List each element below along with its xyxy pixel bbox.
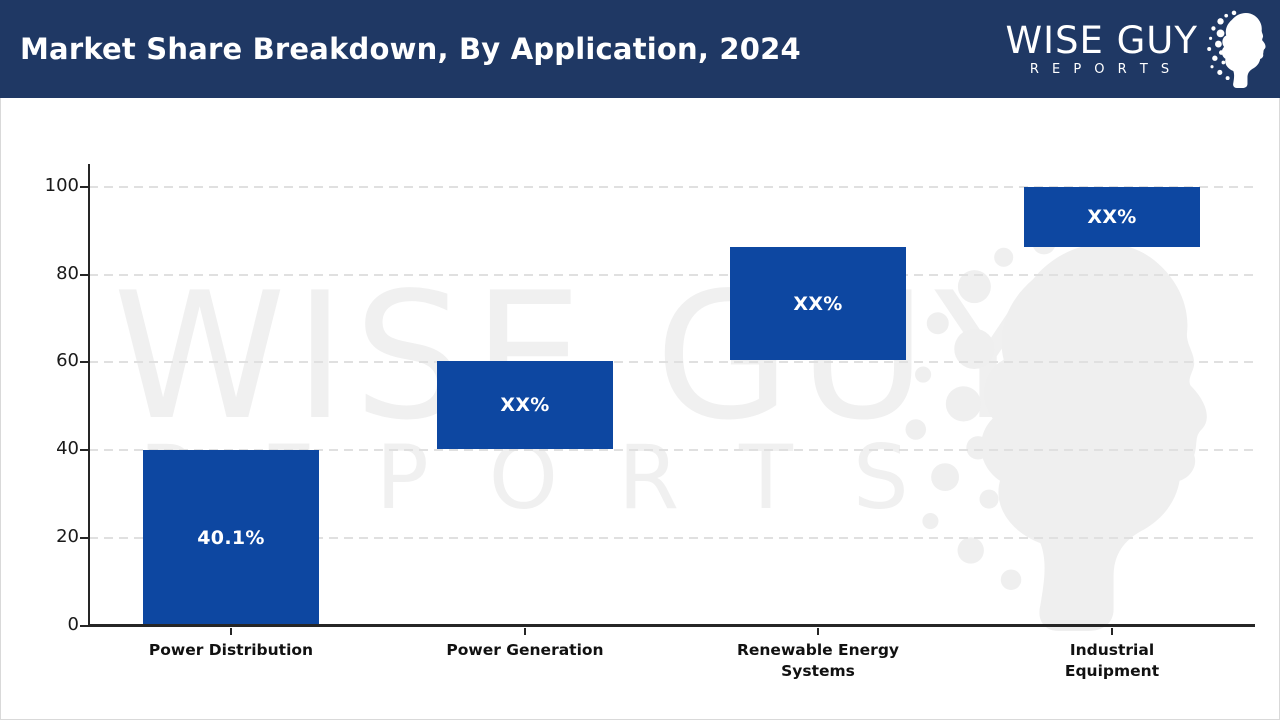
y-tick-label: 20 [56, 526, 79, 547]
chart-title: Market Share Breakdown, By Application, … [20, 32, 801, 66]
y-tick [80, 274, 89, 276]
x-tick [230, 628, 232, 635]
wiseguy-logo: WISE GUY R E P O R T S [1006, 10, 1266, 88]
y-tick-label: 0 [67, 614, 79, 635]
logo-wordmark: WISE GUY [1005, 18, 1198, 62]
gridline-80 [89, 274, 1255, 276]
gridline-60 [89, 361, 1255, 363]
logo-head-icon [1202, 10, 1266, 88]
y-tick [80, 361, 89, 363]
x-category-label: Renewable Energy Systems [736, 641, 900, 680]
header-bar: Market Share Breakdown, By Application, … [0, 0, 1280, 98]
logo-reports-text: R E P O R T S [1029, 61, 1174, 77]
y-tick-label: 100 [44, 175, 79, 196]
gridline-100 [89, 186, 1255, 188]
gridline-40 [89, 449, 1255, 451]
logo-text: WISE GUY R E P O R T S [1006, 22, 1198, 77]
bar-power-generation: XX% [437, 361, 613, 449]
bar-renewable-energy-systems: XX% [730, 247, 906, 360]
y-tick-label: 60 [56, 350, 79, 371]
y-tick-label: 80 [56, 263, 79, 284]
x-category-label: Power Distribution [148, 641, 314, 659]
x-tick [524, 628, 526, 635]
x-category-label: Power Generation [446, 641, 604, 659]
y-tick [80, 186, 89, 188]
bar-value-label: XX% [500, 394, 550, 416]
x-tick [817, 628, 819, 635]
y-tick [80, 625, 89, 627]
y-tick [80, 449, 89, 451]
y-axis-line [88, 164, 90, 627]
y-tick-label: 40 [56, 438, 79, 459]
chart-area: WISE GUY R E P O R T S 100 80 60 40 20 0… [0, 98, 1280, 720]
bar-value-label: XX% [793, 292, 843, 315]
bar-power-distribution: 40.1% [143, 450, 319, 625]
x-category-label: Industrial Equipment [1064, 641, 1160, 680]
bar-value-label: XX% [1087, 206, 1137, 228]
x-tick [1111, 628, 1113, 635]
watermark-head-icon [879, 228, 1209, 631]
bar-industrial-equipment: XX% [1024, 187, 1200, 247]
y-tick [80, 537, 89, 539]
gridline-20 [89, 537, 1255, 539]
x-axis-line [88, 624, 1255, 627]
bar-value-label: 40.1% [197, 526, 265, 549]
